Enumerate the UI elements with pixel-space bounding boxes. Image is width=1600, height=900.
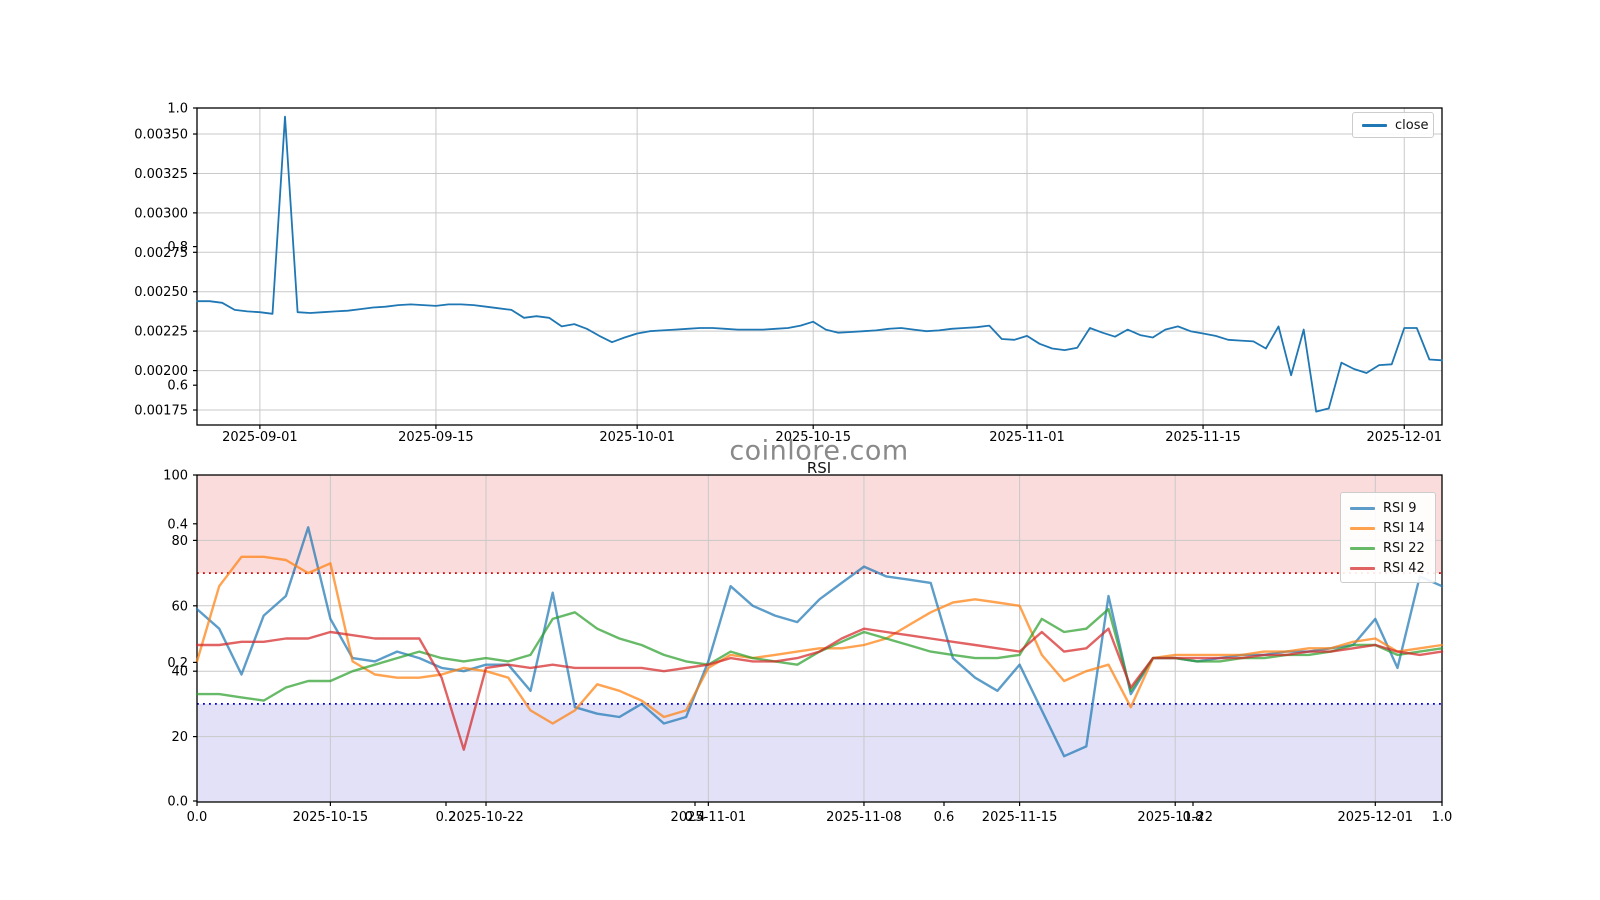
- rsi-42-line: [195, 627, 1444, 751]
- rsi-9-legend-label: RSI 9: [1383, 500, 1417, 516]
- overlay-x-tick-label: 0.4: [685, 810, 706, 825]
- overlay-x-tick-label: 0.0: [187, 810, 208, 825]
- watermark: coinlore.com: [729, 435, 909, 467]
- legend-item-rsi-14: RSI 14: [1350, 518, 1426, 538]
- rsi-plot-border: [196, 474, 1443, 803]
- price-y-tick-label: 0.00175: [134, 404, 188, 419]
- price-y-tick-label: 0.00200: [134, 364, 188, 379]
- price-y-tick-label: 0.00325: [134, 167, 188, 182]
- rsi-y-tick-label: 80: [171, 534, 188, 549]
- overlay-y-tick-label: 0.2: [167, 656, 188, 671]
- rsi-22-legend-label: RSI 22: [1383, 540, 1425, 556]
- price-y-tick-label: 0.00275: [134, 246, 188, 261]
- legend-item-rsi-42: RSI 42: [1350, 558, 1426, 578]
- overlay-x-tick-label: 0.6: [934, 810, 955, 825]
- rsi-x-tick-label: 2025-10-22: [448, 810, 524, 825]
- rsi-legend: RSI 9 RSI 14 RSI 22 RSI 42: [1340, 492, 1436, 583]
- rsi-x-tick-label: 2025-11-01: [671, 810, 747, 825]
- overlay-y-tick-label: 1.0: [167, 102, 188, 117]
- price-x-tick-label: 2025-10-15: [775, 430, 851, 445]
- rsi-14-line-swatch: [1350, 526, 1375, 530]
- overbought-band: [197, 475, 1442, 574]
- overlay-y-tick-label: 0.4: [167, 517, 188, 532]
- close-line: [196, 115, 1443, 413]
- rsi-14-legend-label: RSI 14: [1383, 520, 1425, 536]
- rsi-22-line-swatch: [1350, 546, 1375, 550]
- rsi-42-legend-label: RSI 42: [1383, 560, 1425, 576]
- overlay-y-tick-label: 0.6: [167, 379, 188, 394]
- close-legend-label: close: [1395, 117, 1429, 133]
- price-y-tick-label: 0.00225: [134, 325, 188, 340]
- overlay-x-tick-label: 0.2: [436, 810, 457, 825]
- price-plot-border: [196, 107, 1443, 426]
- price-x-tick-label: 2025-09-01: [222, 430, 298, 445]
- price-x-tick-label: 2025-10-01: [599, 430, 675, 445]
- price-x-tick-label: 2025-09-15: [398, 430, 474, 445]
- rsi-subplot-title: RSI: [806, 459, 832, 477]
- rsi-y-tick-label: 60: [171, 599, 188, 614]
- price-x-tick-label: 2025-12-01: [1366, 430, 1442, 445]
- rsi-x-tick-label: 2025-11-22: [1137, 810, 1213, 825]
- overlay-x-tick-label: 0.8: [1183, 810, 1204, 825]
- overlay-y-tick-label: 0.8: [167, 240, 188, 255]
- overlay-x-tick-label: 1.0: [1432, 810, 1453, 825]
- price-x-tick-label: 2025-11-01: [989, 430, 1065, 445]
- oversold-band: [197, 703, 1442, 802]
- rsi-x-tick-label: 2025-10-15: [293, 810, 369, 825]
- rsi-14-line: [195, 555, 1444, 725]
- rsi-x-tick-label: 2025-11-15: [982, 810, 1058, 825]
- legend-item-rsi-22: RSI 22: [1350, 538, 1426, 558]
- price-y-tick-label: 0.00350: [134, 128, 188, 143]
- rsi-y-tick-label: 40: [171, 665, 188, 680]
- rsi-x-tick-label: 2025-11-08: [826, 810, 902, 825]
- rsi-42-line-swatch: [1350, 566, 1375, 570]
- price-x-tick-label: 2025-11-15: [1165, 430, 1241, 445]
- price-y-tick-label: 0.00250: [134, 285, 188, 300]
- overlay-y-tick-label: 0.0: [167, 795, 188, 810]
- price-legend: close: [1352, 112, 1434, 138]
- rsi-x-tick-label: 2025-12-01: [1338, 810, 1414, 825]
- price-y-tick-label: 0.00300: [134, 206, 188, 221]
- rsi-9-line-swatch: [1350, 506, 1375, 510]
- rsi-y-tick-label: 100: [163, 469, 188, 484]
- close-line-swatch: [1362, 123, 1387, 127]
- legend-item-rsi-9: RSI 9: [1350, 498, 1426, 518]
- rsi-y-tick-label: 20: [171, 730, 188, 745]
